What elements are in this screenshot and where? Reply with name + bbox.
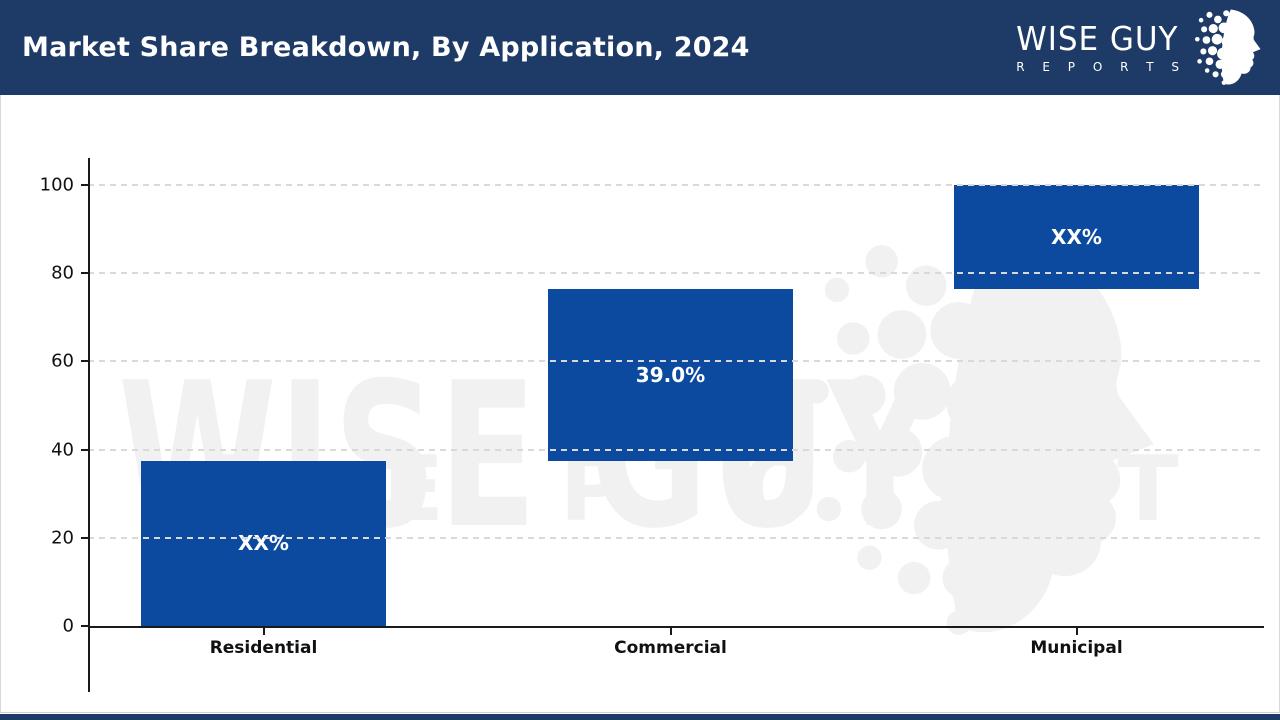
footer-divider <box>0 712 1280 713</box>
y-tick-mark-80 <box>81 272 89 275</box>
category-label-municipal: Municipal <box>1030 638 1123 658</box>
logo-wordmark: WISE GUY <box>1016 19 1179 58</box>
footer-bar <box>0 714 1280 720</box>
x-axis-line <box>88 626 1264 628</box>
chart-title: Market Share Breakdown, By Application, … <box>22 32 750 63</box>
left-border <box>0 95 1 713</box>
y-axis-line <box>88 158 90 692</box>
header: Market Share Breakdown, By Application, … <box>0 0 1280 95</box>
bar-value-label: XX% <box>1051 224 1102 249</box>
bar-residential: XX% <box>141 460 386 626</box>
brand-logo: WISE GUY R E P O R T S <box>1009 8 1266 88</box>
x-tick-mark-residential <box>262 628 265 635</box>
y-tick-label-100: 100 <box>39 174 74 196</box>
y-tick-label-20: 20 <box>51 527 74 549</box>
y-tick-mark-100 <box>81 184 89 186</box>
y-tick-mark-0 <box>81 625 89 627</box>
y-tick-mark-60 <box>81 360 89 363</box>
grid-line-40 <box>88 448 1264 451</box>
bar-value-label: XX% <box>238 531 289 556</box>
y-tick-mark-40 <box>81 448 89 451</box>
dotted-face-icon <box>1195 9 1261 85</box>
grid-line-80 <box>88 272 1264 275</box>
logo-subtext: R E P O R T S <box>1016 60 1186 74</box>
brand-logo-text: WISE GUY R E P O R T S <box>1009 22 1186 73</box>
watermark-face-icon <box>804 232 1154 635</box>
bar-value-label: 39.0% <box>635 362 706 387</box>
x-tick-mark-municipal <box>1075 628 1078 635</box>
grid-line-20 <box>88 536 1264 539</box>
y-tick-label-60: 60 <box>51 350 74 372</box>
category-label-residential: Residential <box>209 638 318 658</box>
y-tick-label-80: 80 <box>51 262 74 284</box>
y-tick-label-40: 40 <box>51 439 74 461</box>
grid-line-100 <box>88 184 1264 186</box>
bar-municipal: XX% <box>954 185 1199 289</box>
category-label-commercial: Commercial <box>614 638 727 658</box>
x-tick-mark-commercial <box>669 628 672 635</box>
bar-commercial: 39.0% <box>548 288 793 461</box>
y-tick-mark-20 <box>81 536 89 539</box>
y-tick-label-0: 0 <box>62 615 74 637</box>
grid-line-60 <box>88 360 1264 363</box>
